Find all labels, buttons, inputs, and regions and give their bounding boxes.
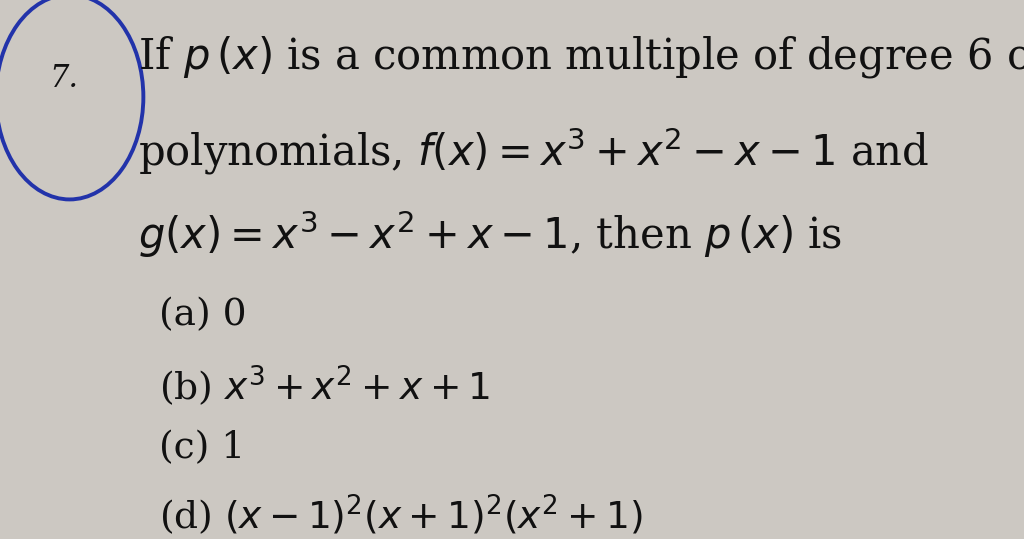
Text: polynomials, $f(x) = x^3 + x^2 - x - 1$ and: polynomials, $f(x) = x^3 + x^2 - x - 1$ … xyxy=(138,125,930,177)
Text: (a) 0: (a) 0 xyxy=(159,298,246,333)
Text: (c) 1: (c) 1 xyxy=(159,431,245,466)
Text: $g(x) = x^3 - x^2 + x - 1$, then $p\,(x)$ is: $g(x) = x^3 - x^2 + x - 1$, then $p\,(x)… xyxy=(138,209,843,260)
Text: If $p\,(x)$ is a common multiple of degree 6 of the: If $p\,(x)$ is a common multiple of degr… xyxy=(138,33,1024,80)
Text: (d) $(x-1)^2(x+1)^2(x^2+1)$: (d) $(x-1)^2(x+1)^2(x^2+1)$ xyxy=(159,492,642,537)
Text: 7.: 7. xyxy=(49,63,78,94)
Text: (b) $x^3 + x^2 + x + 1$: (b) $x^3 + x^2 + x + 1$ xyxy=(159,363,489,408)
